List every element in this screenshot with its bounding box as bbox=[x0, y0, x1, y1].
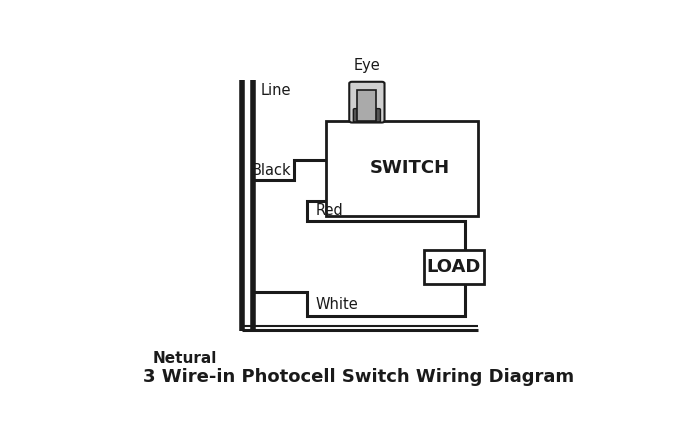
Text: Line: Line bbox=[261, 83, 292, 98]
Text: Eye: Eye bbox=[354, 58, 380, 73]
Bar bbox=[424, 250, 484, 284]
Text: 3 Wire-in Photocell Switch Wiring Diagram: 3 Wire-in Photocell Switch Wiring Diagra… bbox=[144, 368, 574, 386]
Text: Black: Black bbox=[251, 163, 291, 178]
Bar bbox=[358, 90, 377, 121]
Text: LOAD: LOAD bbox=[426, 258, 481, 276]
Text: White: White bbox=[315, 297, 358, 312]
Text: SWITCH: SWITCH bbox=[370, 159, 450, 177]
Bar bbox=[326, 121, 478, 216]
Text: Netural: Netural bbox=[153, 351, 217, 366]
FancyBboxPatch shape bbox=[349, 82, 384, 123]
Text: Red: Red bbox=[315, 203, 343, 218]
FancyBboxPatch shape bbox=[354, 108, 381, 122]
